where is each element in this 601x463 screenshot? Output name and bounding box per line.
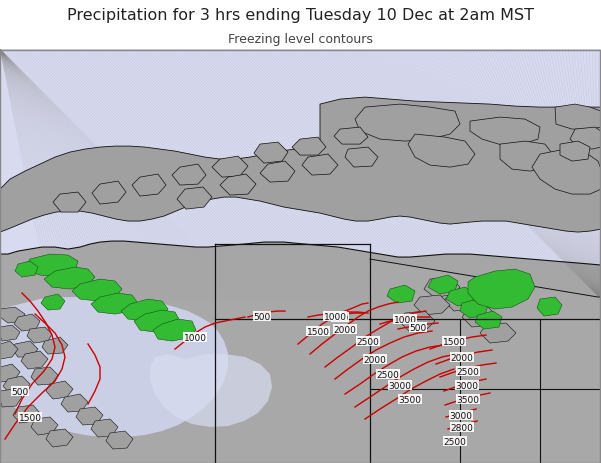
Polygon shape — [21, 351, 48, 369]
Polygon shape — [212, 157, 248, 178]
Polygon shape — [25, 255, 78, 277]
Text: 500: 500 — [11, 387, 29, 396]
Polygon shape — [172, 165, 206, 186]
Polygon shape — [134, 310, 180, 332]
Polygon shape — [302, 155, 338, 175]
Text: 2500: 2500 — [356, 337, 379, 346]
Polygon shape — [560, 142, 590, 162]
Text: 2500: 2500 — [444, 437, 466, 445]
Text: 3000: 3000 — [450, 411, 472, 419]
Polygon shape — [532, 150, 601, 194]
Polygon shape — [408, 135, 475, 168]
Polygon shape — [92, 181, 126, 205]
Text: 3500: 3500 — [457, 394, 480, 404]
Polygon shape — [220, 175, 256, 196]
Polygon shape — [121, 300, 168, 321]
Text: 2000: 2000 — [364, 355, 386, 364]
Polygon shape — [424, 277, 460, 297]
Text: 500: 500 — [254, 312, 270, 321]
Polygon shape — [53, 193, 86, 213]
Text: 500: 500 — [331, 313, 349, 322]
Text: 1500: 1500 — [442, 337, 466, 346]
Polygon shape — [150, 354, 272, 427]
Polygon shape — [31, 367, 58, 385]
Polygon shape — [153, 319, 196, 341]
Text: 2000: 2000 — [451, 353, 474, 362]
Polygon shape — [468, 269, 535, 309]
Polygon shape — [106, 431, 133, 449]
Polygon shape — [76, 407, 103, 425]
Text: 1000: 1000 — [394, 315, 416, 324]
Polygon shape — [46, 429, 73, 447]
Polygon shape — [334, 128, 368, 145]
Text: 1000: 1000 — [183, 333, 207, 342]
Text: 2800: 2800 — [451, 423, 474, 432]
Polygon shape — [254, 143, 288, 164]
Polygon shape — [91, 294, 138, 314]
Polygon shape — [0, 242, 601, 463]
Polygon shape — [0, 341, 18, 359]
Polygon shape — [31, 417, 58, 435]
Text: 500: 500 — [409, 323, 427, 332]
Polygon shape — [0, 297, 228, 437]
Polygon shape — [13, 405, 40, 423]
Polygon shape — [91, 419, 118, 437]
Text: 1500: 1500 — [307, 327, 329, 336]
Polygon shape — [42, 338, 68, 354]
Polygon shape — [12, 341, 38, 357]
Polygon shape — [132, 175, 166, 197]
Polygon shape — [0, 98, 601, 232]
Polygon shape — [470, 118, 540, 146]
Text: 2000: 2000 — [334, 325, 356, 334]
Text: 1000: 1000 — [323, 312, 347, 321]
Polygon shape — [399, 312, 435, 332]
Polygon shape — [480, 323, 516, 343]
Polygon shape — [41, 294, 65, 310]
Polygon shape — [3, 376, 30, 394]
Polygon shape — [260, 162, 295, 183]
Polygon shape — [414, 295, 450, 315]
Polygon shape — [555, 105, 601, 130]
Polygon shape — [14, 314, 40, 332]
Polygon shape — [44, 268, 95, 289]
Polygon shape — [0, 307, 25, 323]
Polygon shape — [177, 188, 212, 210]
Polygon shape — [292, 138, 326, 156]
Polygon shape — [61, 394, 88, 412]
Polygon shape — [428, 275, 458, 294]
Polygon shape — [462, 307, 498, 327]
Text: Freezing level contours: Freezing level contours — [228, 32, 373, 45]
Polygon shape — [0, 325, 20, 341]
Polygon shape — [370, 259, 601, 463]
Polygon shape — [345, 148, 378, 168]
Polygon shape — [27, 327, 52, 343]
Polygon shape — [0, 364, 20, 382]
Polygon shape — [0, 389, 22, 407]
Text: 3000: 3000 — [388, 381, 412, 390]
Polygon shape — [500, 142, 555, 172]
Polygon shape — [355, 105, 460, 142]
Text: 3000: 3000 — [456, 381, 478, 390]
Polygon shape — [537, 297, 562, 316]
Polygon shape — [72, 280, 122, 301]
Polygon shape — [387, 285, 415, 303]
Polygon shape — [15, 262, 38, 277]
Polygon shape — [570, 128, 601, 150]
Polygon shape — [444, 291, 480, 312]
Polygon shape — [46, 381, 73, 399]
Text: 3500: 3500 — [398, 394, 421, 404]
Polygon shape — [460, 300, 488, 319]
Polygon shape — [475, 312, 502, 329]
Text: 2500: 2500 — [377, 370, 400, 379]
Text: 1500: 1500 — [19, 413, 41, 422]
Text: Precipitation for 3 hrs ending Tuesday 10 Dec at 2am MST: Precipitation for 3 hrs ending Tuesday 1… — [67, 7, 534, 23]
Polygon shape — [446, 288, 475, 307]
Text: 2500: 2500 — [457, 367, 480, 375]
